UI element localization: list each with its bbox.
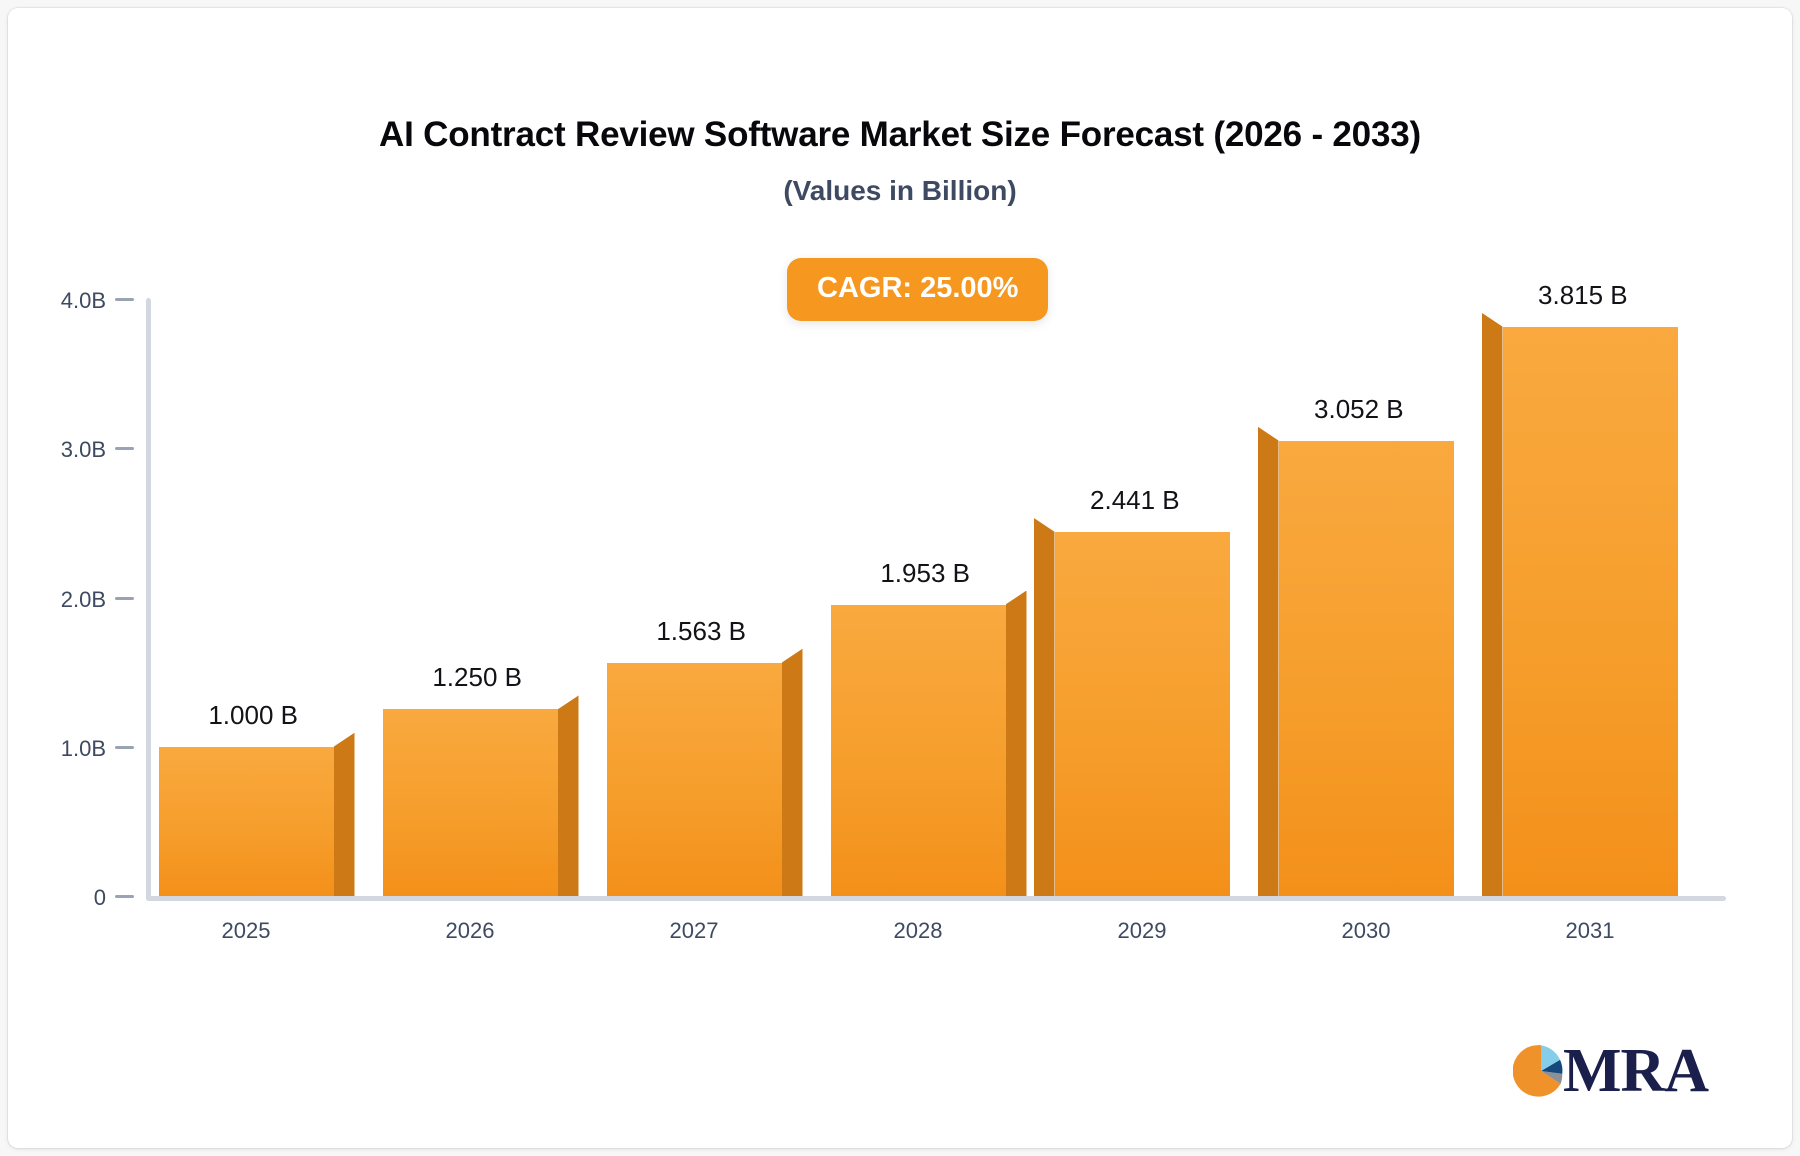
x-axis-label: 2030	[1341, 918, 1391, 943]
y-axis-tick-label: 2.0B	[60, 586, 106, 612]
bar-value-label: 3.052 B	[1314, 393, 1404, 424]
bar-value-label: 1.000 B	[208, 699, 298, 730]
y-axis-tick-mark	[115, 745, 134, 749]
bar-front-face	[830, 604, 1006, 896]
bar: 1.250 B	[382, 662, 579, 896]
y-axis-line	[146, 298, 151, 900]
bar-front-face	[1054, 531, 1230, 896]
logo-text: MRA	[1563, 1037, 1709, 1105]
pie-chart-icon	[1513, 1045, 1563, 1097]
bar-value-label: 2.441 B	[1090, 484, 1180, 515]
y-axis-tick-label: 4.0B	[60, 288, 106, 313]
bar: 1.953 B	[830, 558, 1027, 896]
bar-side-face	[1481, 312, 1503, 896]
bar: 2.441 B	[1033, 485, 1230, 896]
y-axis-tick-label: 1.0B	[60, 735, 106, 761]
y-axis-tick-mark	[115, 895, 134, 898]
chart-card: AI Contract Review Software Market Size …	[8, 8, 1792, 1148]
bar-side-face	[1005, 590, 1027, 896]
x-axis-label: 2031	[1565, 918, 1615, 943]
x-axis-label: 2028	[893, 918, 943, 943]
bar: 1.563 B	[606, 616, 803, 896]
bar-side-face	[333, 732, 355, 896]
y-axis-tick-mark	[115, 447, 134, 451]
bar-value-label: 1.953 B	[880, 557, 970, 588]
bar-front-face	[1502, 326, 1678, 896]
bar: 3.815 B	[1481, 280, 1678, 896]
bar: 1.000 B	[158, 700, 355, 896]
x-axis-label: 2029	[1117, 918, 1167, 943]
y-axis-tick-mark	[115, 298, 134, 301]
bar-front-face	[606, 662, 782, 896]
bar-value-label: 3.815 B	[1538, 279, 1628, 310]
bar-front-face	[382, 709, 558, 896]
bar-front-face	[158, 746, 334, 896]
y-axis-tick-mark	[115, 596, 134, 600]
bar-side-face	[1257, 426, 1279, 896]
bar: 3.052 B	[1257, 394, 1454, 896]
y-axis-tick-label: 0	[93, 885, 106, 910]
bar-side-face	[1033, 517, 1055, 896]
page-title: AI Contract Review Software Market Size …	[379, 115, 1421, 154]
x-axis-label: 2025	[221, 918, 271, 943]
bar-side-face	[557, 695, 579, 896]
mra-logo: MRA	[1513, 1037, 1709, 1105]
x-axis-line	[146, 896, 1726, 901]
bar-value-label: 1.250 B	[432, 662, 522, 693]
bar-front-face	[1278, 440, 1454, 896]
bar-value-label: 1.563 B	[656, 615, 746, 646]
page-subtitle: (Values in Billion)	[783, 175, 1017, 206]
plot-area: 4.0B 3.0B 2.0B 1.0B 0 1.000 B 1.250 B 1.563 B 1…	[8, 8, 1792, 1148]
x-axis-label: 2027	[669, 918, 719, 943]
cagr-badge: CAGR: 25.00%	[787, 258, 1049, 321]
bar-side-face	[781, 648, 803, 896]
y-axis-tick-label: 3.0B	[60, 437, 106, 463]
x-axis-label: 2026	[445, 918, 495, 943]
